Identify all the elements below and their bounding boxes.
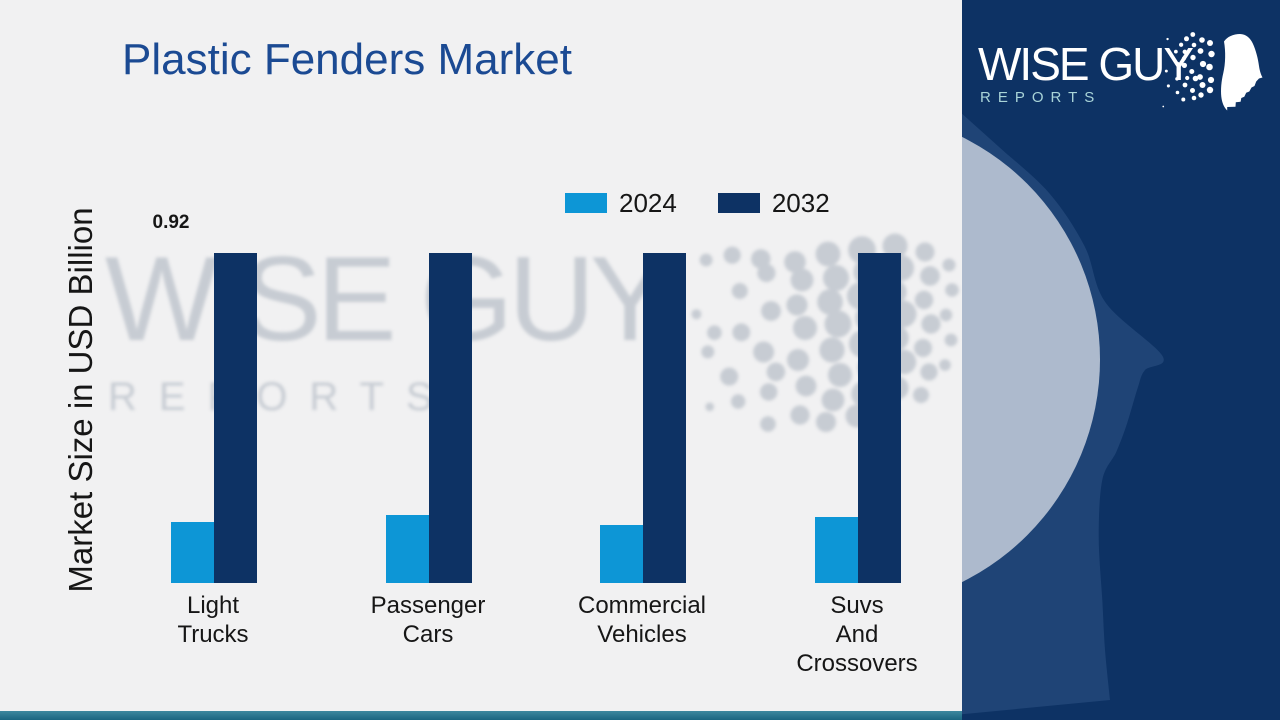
svg-text:WISE GUY: WISE GUY <box>978 38 1193 90</box>
svg-text:REPORTS: REPORTS <box>980 89 1101 106</box>
